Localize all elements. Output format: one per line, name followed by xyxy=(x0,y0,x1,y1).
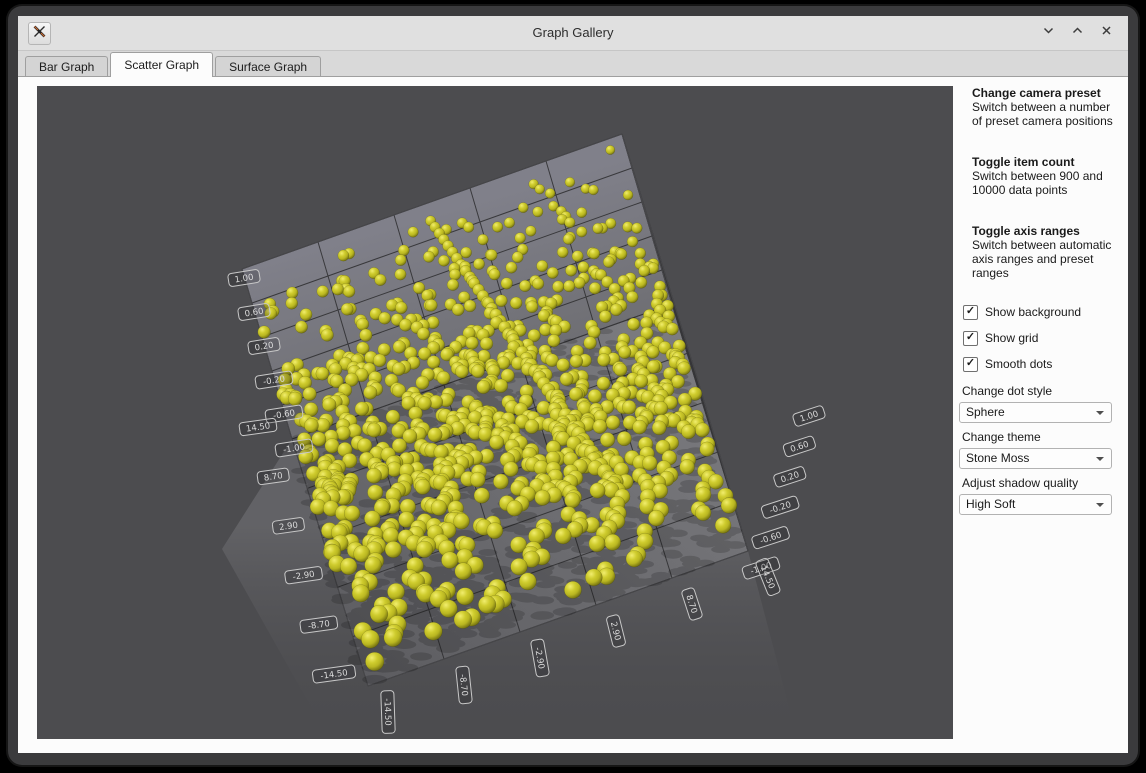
window-controls xyxy=(1040,16,1114,50)
svg-text:14.50: 14.50 xyxy=(245,421,270,434)
shadow-quality-select[interactable]: High Soft xyxy=(959,494,1112,515)
checkbox-label[interactable]: Show background xyxy=(985,305,1082,319)
dropdown-group-shadow-quality: Adjust shadow quality High Soft xyxy=(959,476,1113,515)
checkbox-group: ✓ Show background ✓ Show grid ✓ Smooth d… xyxy=(959,299,1113,377)
svg-text:-0.60: -0.60 xyxy=(273,408,296,421)
svg-text:-2.90: -2.90 xyxy=(292,570,315,583)
window-frame: Graph Gallery xyxy=(8,6,1138,765)
chevron-down-icon xyxy=(1096,503,1104,507)
tab-bar-graph[interactable]: Bar Graph xyxy=(25,56,109,77)
svg-text:-14.50: -14.50 xyxy=(320,668,349,682)
section-title: Toggle item count xyxy=(972,155,1075,169)
dropdown-group-dot-style: Change dot style Sphere xyxy=(959,384,1113,423)
window-surface: Graph Gallery xyxy=(18,16,1128,753)
close-icon xyxy=(1099,23,1114,43)
dot-style-select[interactable]: Sphere xyxy=(959,402,1112,423)
tab-label: Surface Graph xyxy=(229,60,308,74)
maximize-icon xyxy=(1070,23,1085,43)
svg-text:0.20: 0.20 xyxy=(254,341,274,354)
tab-bar: Bar Graph Scatter Graph Surface Graph xyxy=(18,51,1128,77)
chevron-down-icon xyxy=(1096,411,1104,415)
section-description: Switch between a number of preset camera… xyxy=(972,100,1113,128)
svg-text:-1.00: -1.00 xyxy=(283,442,306,455)
tab-label: Bar Graph xyxy=(39,60,95,74)
svg-text:-0.20: -0.20 xyxy=(263,374,286,387)
minimize-icon xyxy=(1041,23,1056,43)
selected-value: High Soft xyxy=(966,497,1016,511)
theme-select[interactable]: Stone Moss xyxy=(959,448,1112,469)
x11-logo-icon xyxy=(33,25,46,43)
side-panel: Change camera preset Switch between a nu… xyxy=(959,86,1113,515)
checkbox-label[interactable]: Smooth dots xyxy=(985,357,1053,371)
section-title: Change camera preset xyxy=(972,86,1101,100)
help-section-item-count: Toggle item count Switch between 900 and… xyxy=(959,155,1113,197)
tab-label: Scatter Graph xyxy=(124,58,200,72)
checkbox-smooth-dots[interactable]: ✓ xyxy=(963,356,978,372)
section-title: Toggle axis ranges xyxy=(972,224,1080,238)
dropdown-label: Change theme xyxy=(962,430,1041,444)
section-description: Switch between automatic axis ranges and… xyxy=(972,238,1112,280)
checkbox-label[interactable]: Show grid xyxy=(985,331,1039,345)
selected-value: Sphere xyxy=(966,405,1005,419)
checkbox-row-show-background[interactable]: ✓ Show background xyxy=(959,299,1113,325)
svg-text:2.90: 2.90 xyxy=(278,521,298,534)
content-pane: 1.00 0.60 0.20 -0.20 -0.60 -1.00 1.00 0.60 0.20-… xyxy=(18,77,1128,753)
dropdown-label: Adjust shadow quality xyxy=(962,476,1079,490)
svg-text:-8.70: -8.70 xyxy=(307,619,330,632)
svg-text:8.70: 8.70 xyxy=(263,471,283,484)
svg-text:-14.50: -14.50 xyxy=(382,698,393,726)
svg-text:2.90: 2.90 xyxy=(608,621,622,642)
help-section-axis-ranges: Toggle axis ranges Switch between automa… xyxy=(959,224,1113,280)
svg-text:1.00: 1.00 xyxy=(234,273,254,286)
dropdown-group-theme: Change theme Stone Moss xyxy=(959,430,1113,469)
window-title: Graph Gallery xyxy=(532,25,614,40)
svg-text:-2.90: -2.90 xyxy=(532,646,546,669)
checkbox-row-show-grid[interactable]: ✓ Show grid xyxy=(959,325,1113,351)
selected-value: Stone Moss xyxy=(966,451,1030,465)
checkbox-show-grid[interactable]: ✓ xyxy=(963,330,978,346)
checkbox-show-background[interactable]: ✓ xyxy=(963,304,978,320)
help-section-camera: Change camera preset Switch between a nu… xyxy=(959,86,1113,128)
checkbox-row-smooth-dots[interactable]: ✓ Smooth dots xyxy=(959,351,1113,377)
app-menu-button[interactable] xyxy=(28,22,51,45)
tab-surface-graph[interactable]: Surface Graph xyxy=(215,56,322,77)
chevron-down-icon xyxy=(1096,457,1104,461)
scatter-3d-plot[interactable]: 1.00 0.60 0.20 -0.20 -0.60 -1.00 1.00 0.60 0.20-… xyxy=(37,86,953,739)
titlebar[interactable]: Graph Gallery xyxy=(18,16,1128,51)
section-description: Switch between 900 and 10000 data points xyxy=(972,169,1103,197)
svg-text:0.60: 0.60 xyxy=(244,307,264,320)
close-button[interactable] xyxy=(1098,25,1114,41)
tab-scatter-graph[interactable]: Scatter Graph xyxy=(110,52,214,77)
maximize-button[interactable] xyxy=(1069,25,1085,41)
dropdown-label: Change dot style xyxy=(962,384,1053,398)
minimize-button[interactable] xyxy=(1040,25,1056,41)
svg-text:-8.70: -8.70 xyxy=(457,674,469,697)
